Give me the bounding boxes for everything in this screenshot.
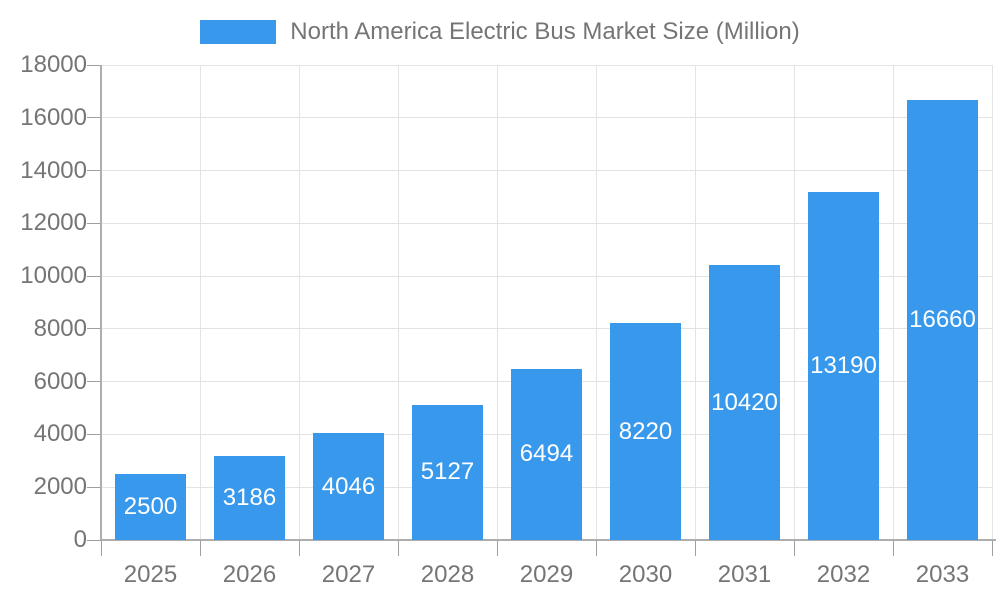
y-gridline bbox=[101, 170, 992, 172]
x-gridline bbox=[595, 65, 597, 540]
x-axis-label: 2030 bbox=[618, 561, 673, 588]
x-gridline bbox=[991, 65, 993, 540]
y-axis-tick bbox=[87, 328, 101, 330]
y-axis-tick bbox=[87, 433, 101, 435]
bar-value-label: 3186 bbox=[222, 483, 277, 511]
y-axis-label: 2000 bbox=[33, 473, 87, 501]
x-axis-tick bbox=[595, 540, 597, 556]
x-axis-label: 2032 bbox=[816, 561, 871, 588]
y-axis-label: 14000 bbox=[20, 156, 87, 184]
x-axis-tick bbox=[793, 540, 795, 556]
y-gridline bbox=[101, 328, 992, 330]
bar-value-label: 10420 bbox=[711, 388, 778, 416]
y-axis-label: 12000 bbox=[20, 209, 87, 237]
x-axis-tick bbox=[496, 540, 498, 556]
legend-swatch bbox=[200, 20, 277, 44]
y-axis-tick bbox=[87, 275, 101, 277]
bar-value-label: 6494 bbox=[519, 440, 574, 468]
x-gridline bbox=[298, 65, 300, 540]
bar[interactable]: 8220 bbox=[610, 323, 681, 540]
y-axis-tick bbox=[87, 222, 101, 224]
y-axis-label: 16000 bbox=[20, 103, 87, 131]
x-axis-tick bbox=[694, 540, 696, 556]
y-axis-label: 10000 bbox=[20, 262, 87, 290]
bar-value-label: 5127 bbox=[420, 458, 475, 486]
x-axis-label: 2027 bbox=[321, 561, 376, 588]
bar-value-label: 13190 bbox=[810, 351, 877, 379]
bar[interactable]: 3186 bbox=[214, 455, 285, 540]
x-axis-label: 2029 bbox=[519, 561, 574, 588]
bar[interactable]: 13190 bbox=[808, 191, 879, 540]
x-axis-label: 2033 bbox=[915, 561, 970, 588]
y-axis-tick bbox=[87, 539, 101, 541]
y-axis-line bbox=[100, 65, 102, 540]
y-axis-label: 4000 bbox=[33, 420, 87, 448]
y-gridline bbox=[101, 275, 992, 277]
x-gridline bbox=[694, 65, 696, 540]
bar[interactable]: 5127 bbox=[412, 404, 483, 540]
x-axis-tick bbox=[298, 540, 300, 556]
y-axis-tick bbox=[87, 381, 101, 383]
x-axis-line bbox=[101, 539, 996, 541]
x-axis-label: 2028 bbox=[420, 561, 475, 588]
x-axis-tick bbox=[199, 540, 201, 556]
x-axis-label: 2025 bbox=[123, 561, 178, 588]
bar-value-label: 16660 bbox=[909, 306, 976, 334]
bar-value-label: 2500 bbox=[123, 493, 178, 520]
x-axis-label: 2026 bbox=[222, 561, 277, 588]
bar[interactable]: 10420 bbox=[709, 265, 780, 540]
x-axis-tick bbox=[397, 540, 399, 556]
x-gridline bbox=[892, 65, 894, 540]
x-gridline bbox=[199, 65, 201, 540]
y-axis-label: 0 bbox=[73, 526, 87, 553]
bar[interactable]: 6494 bbox=[511, 368, 582, 540]
bar[interactable]: 16660 bbox=[907, 100, 978, 540]
legend-label: North America Electric Bus Market Size (… bbox=[290, 18, 800, 45]
bar[interactable]: 4046 bbox=[313, 433, 384, 540]
y-axis-tick bbox=[87, 170, 101, 172]
y-gridline bbox=[101, 117, 992, 119]
y-axis-label: 6000 bbox=[33, 367, 87, 395]
x-axis-tick bbox=[991, 540, 993, 556]
x-gridline bbox=[496, 65, 498, 540]
bar[interactable]: 2500 bbox=[115, 474, 186, 540]
y-axis-tick bbox=[87, 117, 101, 119]
y-axis-tick bbox=[87, 64, 101, 66]
y-gridline bbox=[101, 222, 992, 224]
x-axis-tick bbox=[100, 540, 102, 556]
legend[interactable]: North America Electric Bus Market Size (… bbox=[0, 18, 1000, 46]
x-axis-tick bbox=[892, 540, 894, 556]
y-axis-label: 8000 bbox=[33, 314, 87, 342]
x-gridline bbox=[793, 65, 795, 540]
bar-value-label: 8220 bbox=[618, 417, 673, 445]
y-gridline bbox=[101, 64, 992, 66]
x-axis-label: 2031 bbox=[717, 561, 772, 588]
x-gridline bbox=[397, 65, 399, 540]
y-axis-tick bbox=[87, 486, 101, 488]
y-axis-label: 18000 bbox=[20, 51, 87, 78]
bar-value-label: 4046 bbox=[321, 472, 376, 500]
